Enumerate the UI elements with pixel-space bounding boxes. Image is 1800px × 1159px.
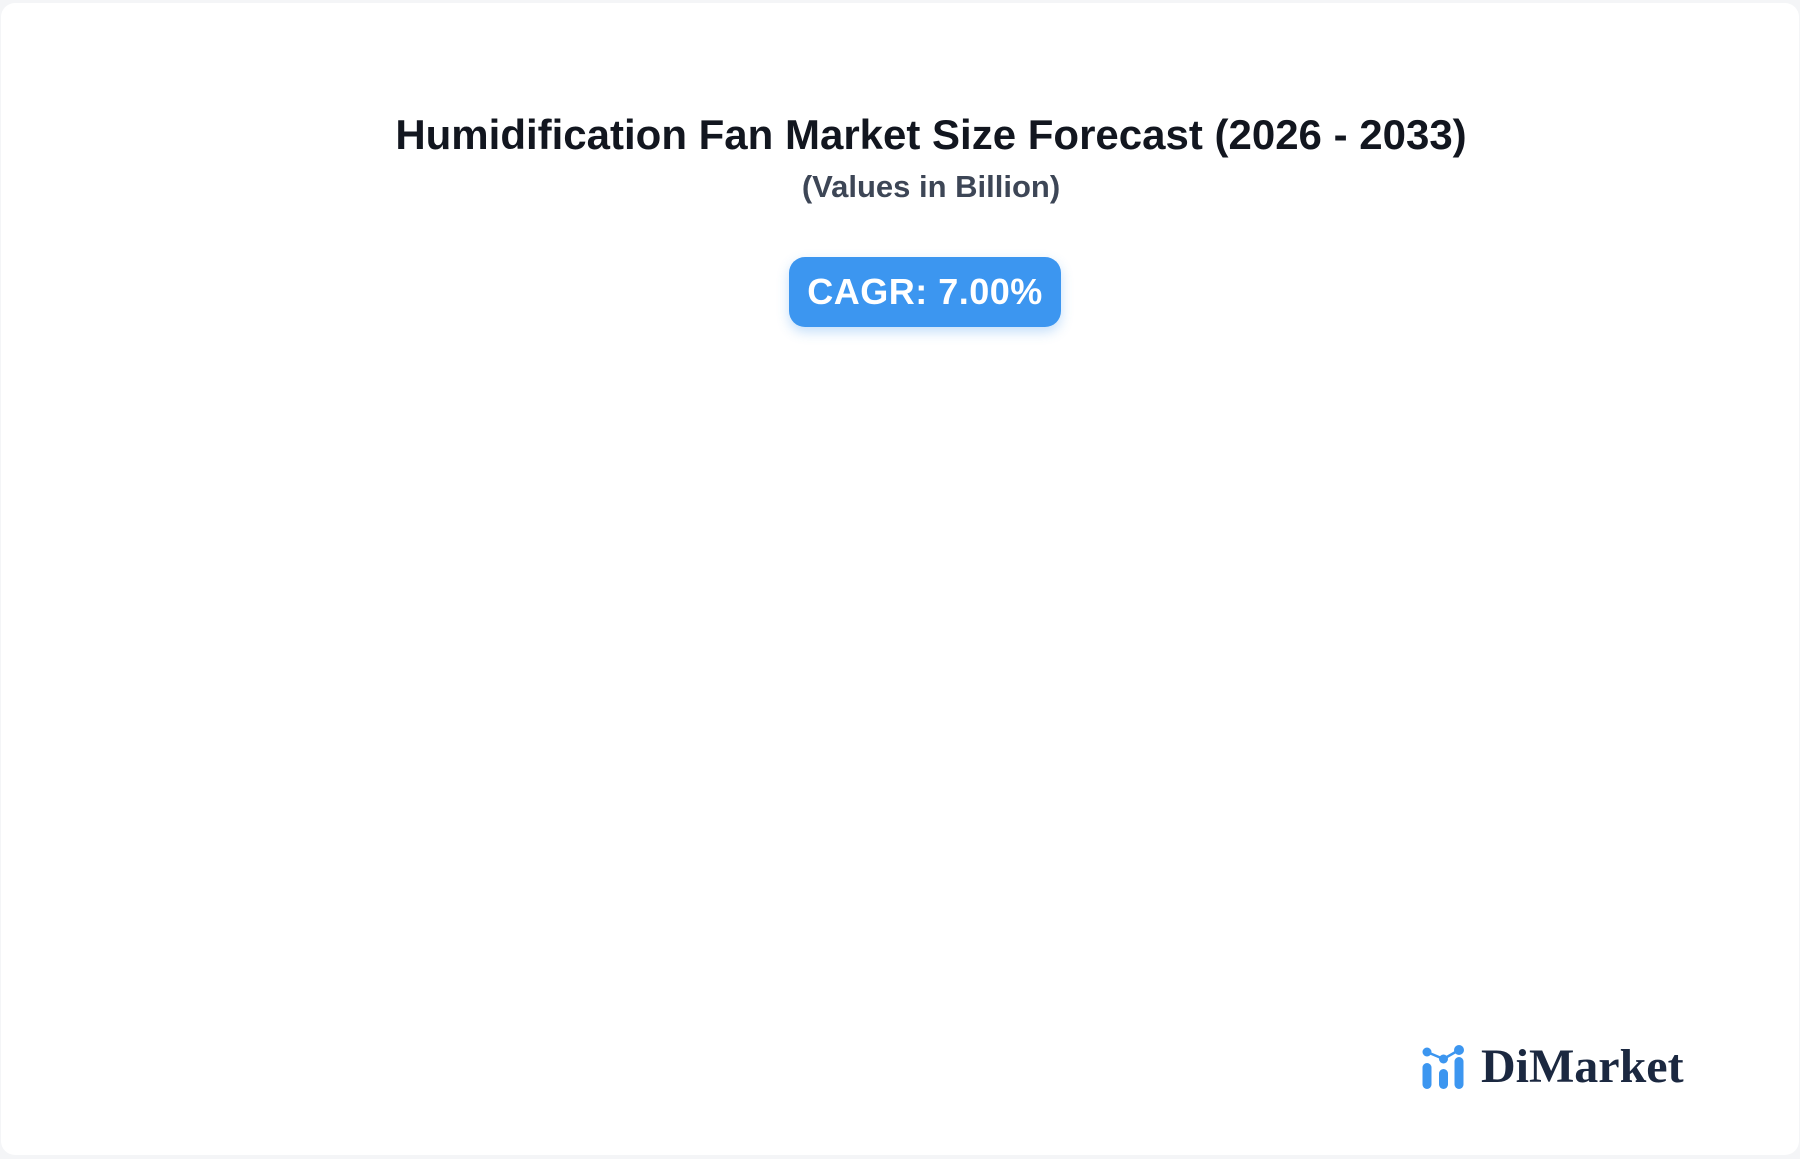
chart-subtitle: (Values in Billion): [801, 169, 1061, 204]
brand-logo: DiMarket: [1422, 1039, 1684, 1093]
logo-bar: [1439, 1069, 1448, 1089]
cagr-badge-label: CAGR: 7.00%: [807, 271, 1043, 312]
logo-dot: [1454, 1045, 1464, 1055]
chart-card: Humidification Fan Market Size Forecast …: [1, 3, 1799, 1155]
bar-chart: [1, 3, 1800, 1159]
cagr-badge: CAGR: 7.00%: [789, 257, 1061, 327]
logo-dot: [1439, 1054, 1448, 1064]
logo-bar: [1422, 1063, 1432, 1089]
brand-logo-text: DiMarket: [1481, 1039, 1684, 1093]
chart-title: Humidification Fan Market Size Forecast …: [395, 111, 1467, 158]
mini-bar-chart-icon: [1422, 1045, 1464, 1089]
logo-dot: [1422, 1047, 1432, 1057]
logo-bar: [1454, 1057, 1464, 1089]
